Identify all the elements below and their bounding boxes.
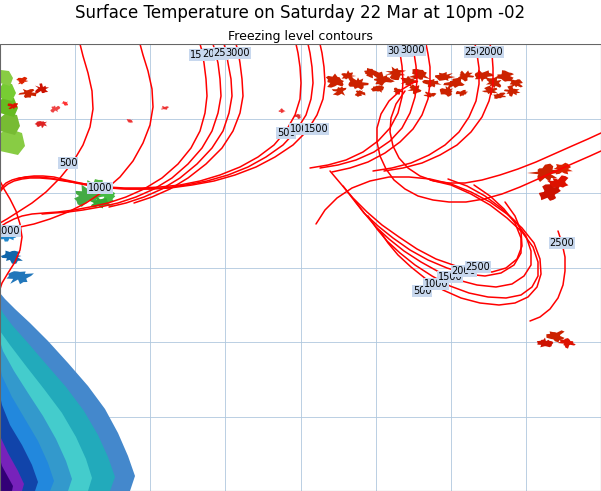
Polygon shape (349, 77, 368, 90)
Polygon shape (554, 163, 573, 174)
Text: 500: 500 (276, 128, 295, 138)
Text: Freezing level contours: Freezing level contours (228, 29, 373, 43)
Text: 2500: 2500 (465, 47, 489, 57)
Text: 1500: 1500 (438, 272, 462, 282)
Polygon shape (0, 366, 54, 491)
Polygon shape (371, 85, 384, 93)
Text: 2000: 2000 (203, 49, 227, 59)
Polygon shape (0, 293, 135, 491)
Polygon shape (85, 179, 107, 194)
Polygon shape (35, 121, 47, 128)
Polygon shape (50, 106, 60, 112)
Polygon shape (1, 250, 23, 264)
Polygon shape (161, 106, 169, 109)
Polygon shape (8, 103, 18, 109)
Text: 2000: 2000 (478, 47, 503, 57)
Polygon shape (385, 66, 406, 80)
Text: 2500: 2500 (466, 262, 490, 272)
Text: 3000: 3000 (401, 45, 426, 55)
Polygon shape (457, 70, 474, 82)
Polygon shape (435, 72, 456, 81)
Text: 3000: 3000 (226, 48, 250, 58)
Polygon shape (373, 72, 395, 86)
Polygon shape (493, 92, 506, 99)
Polygon shape (0, 307, 115, 491)
Polygon shape (0, 70, 13, 86)
Polygon shape (0, 331, 92, 491)
Polygon shape (546, 330, 564, 342)
Polygon shape (0, 83, 16, 101)
Polygon shape (504, 85, 520, 97)
Polygon shape (278, 109, 286, 113)
Polygon shape (475, 70, 493, 82)
Polygon shape (332, 87, 347, 96)
Polygon shape (341, 70, 356, 80)
Text: 2500: 2500 (550, 238, 575, 248)
Polygon shape (96, 189, 115, 202)
Polygon shape (407, 84, 421, 95)
Polygon shape (443, 78, 465, 89)
Polygon shape (482, 86, 498, 96)
Polygon shape (7, 271, 34, 284)
Polygon shape (494, 70, 514, 82)
Polygon shape (539, 184, 561, 201)
Polygon shape (0, 229, 19, 242)
Text: 1000: 1000 (290, 124, 314, 134)
Polygon shape (510, 79, 523, 87)
Polygon shape (16, 77, 28, 84)
Polygon shape (527, 164, 559, 182)
Polygon shape (74, 185, 104, 207)
Polygon shape (537, 338, 554, 347)
Polygon shape (0, 341, 72, 491)
Text: 1000: 1000 (0, 226, 20, 236)
Polygon shape (440, 86, 453, 97)
Text: 2500: 2500 (213, 48, 239, 58)
Polygon shape (326, 74, 344, 88)
Text: 500: 500 (59, 158, 78, 168)
Polygon shape (355, 90, 365, 97)
Text: 2000: 2000 (452, 266, 477, 276)
Polygon shape (0, 129, 25, 155)
Polygon shape (558, 338, 576, 349)
Text: 1000: 1000 (424, 279, 448, 289)
Polygon shape (0, 96, 18, 117)
Polygon shape (393, 87, 405, 95)
Polygon shape (35, 83, 49, 93)
Text: 1500: 1500 (304, 124, 328, 134)
Text: 3000: 3000 (388, 46, 412, 56)
Polygon shape (456, 90, 468, 97)
Text: 1000: 1000 (88, 183, 112, 193)
Polygon shape (0, 113, 20, 135)
Text: 500: 500 (413, 286, 432, 296)
Polygon shape (400, 76, 418, 86)
Polygon shape (423, 91, 436, 98)
Polygon shape (364, 68, 379, 79)
Polygon shape (423, 79, 442, 88)
Polygon shape (294, 114, 302, 119)
Polygon shape (408, 69, 430, 80)
Polygon shape (127, 119, 133, 123)
Polygon shape (0, 436, 24, 491)
Polygon shape (547, 175, 569, 189)
Polygon shape (486, 78, 502, 88)
Polygon shape (0, 396, 38, 491)
Polygon shape (0, 459, 13, 491)
Polygon shape (18, 89, 37, 98)
Text: 1500: 1500 (190, 50, 215, 60)
Text: Surface Temperature on Saturday 22 Mar at 10pm -02: Surface Temperature on Saturday 22 Mar a… (76, 4, 525, 22)
Polygon shape (90, 195, 114, 208)
Polygon shape (61, 101, 68, 106)
